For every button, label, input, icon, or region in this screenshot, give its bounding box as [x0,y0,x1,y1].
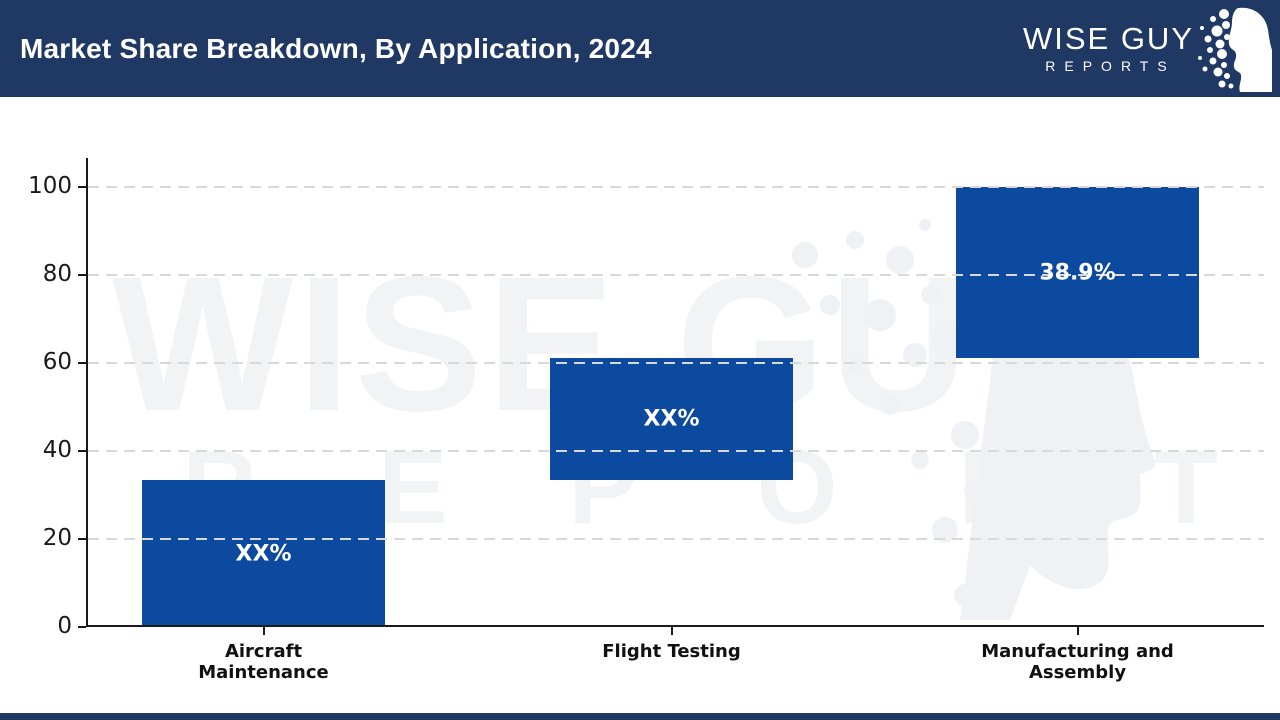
wise-guy-reports-logo: WISE GUY REPORTS [1023,6,1280,92]
x-tick-mark-0 [262,627,265,635]
x-tick-mark-1 [670,627,673,635]
gridline-40 [88,450,1264,452]
logo-head-icon [1198,7,1272,92]
gridline-80 [88,274,1264,276]
logo-text: WISE GUY REPORTS [1022,21,1194,75]
bar-value-label: XX% [643,406,700,432]
footer-band [0,713,1280,720]
y-tick-mark-60 [78,362,86,364]
y-tick-label-100: 100 [28,173,72,199]
bar-segment [956,187,1199,359]
x-axis-line [86,625,1264,627]
y-tick-mark-40 [78,450,86,452]
gridline-60 [88,362,1264,364]
y-tick-label-40: 40 [42,437,72,463]
y-tick-mark-100 [78,186,86,188]
x-category-label: Aircraft Maintenance [198,641,329,683]
y-tick-label-0: 0 [57,613,72,639]
y-tick-label-60: 60 [42,349,72,375]
bar-value-label: XX% [235,541,292,567]
bar-value-label: 38.9% [1039,260,1116,286]
x-category-label: Manufacturing and Assembly [981,641,1174,683]
logo-wordmark: WISE GUY [1022,21,1194,56]
y-tick-mark-0 [78,626,86,628]
bar-segment [142,480,385,627]
y-axis-line [86,158,88,627]
y-tick-label-80: 80 [42,261,72,287]
x-category-label: Flight Testing [602,641,741,662]
x-tick-mark-2 [1076,627,1079,635]
y-tick-mark-20 [78,538,86,540]
header-band: Market Share Breakdown, By Application, … [0,0,1280,97]
page-title: Market Share Breakdown, By Application, … [20,32,652,64]
gridline-100 [88,186,1264,188]
y-tick-mark-80 [78,274,86,276]
bar-segment [550,358,793,481]
gridline-20 [88,538,1264,540]
y-tick-label-20: 20 [42,525,72,551]
logo-subtitle: REPORTS [1045,58,1176,74]
